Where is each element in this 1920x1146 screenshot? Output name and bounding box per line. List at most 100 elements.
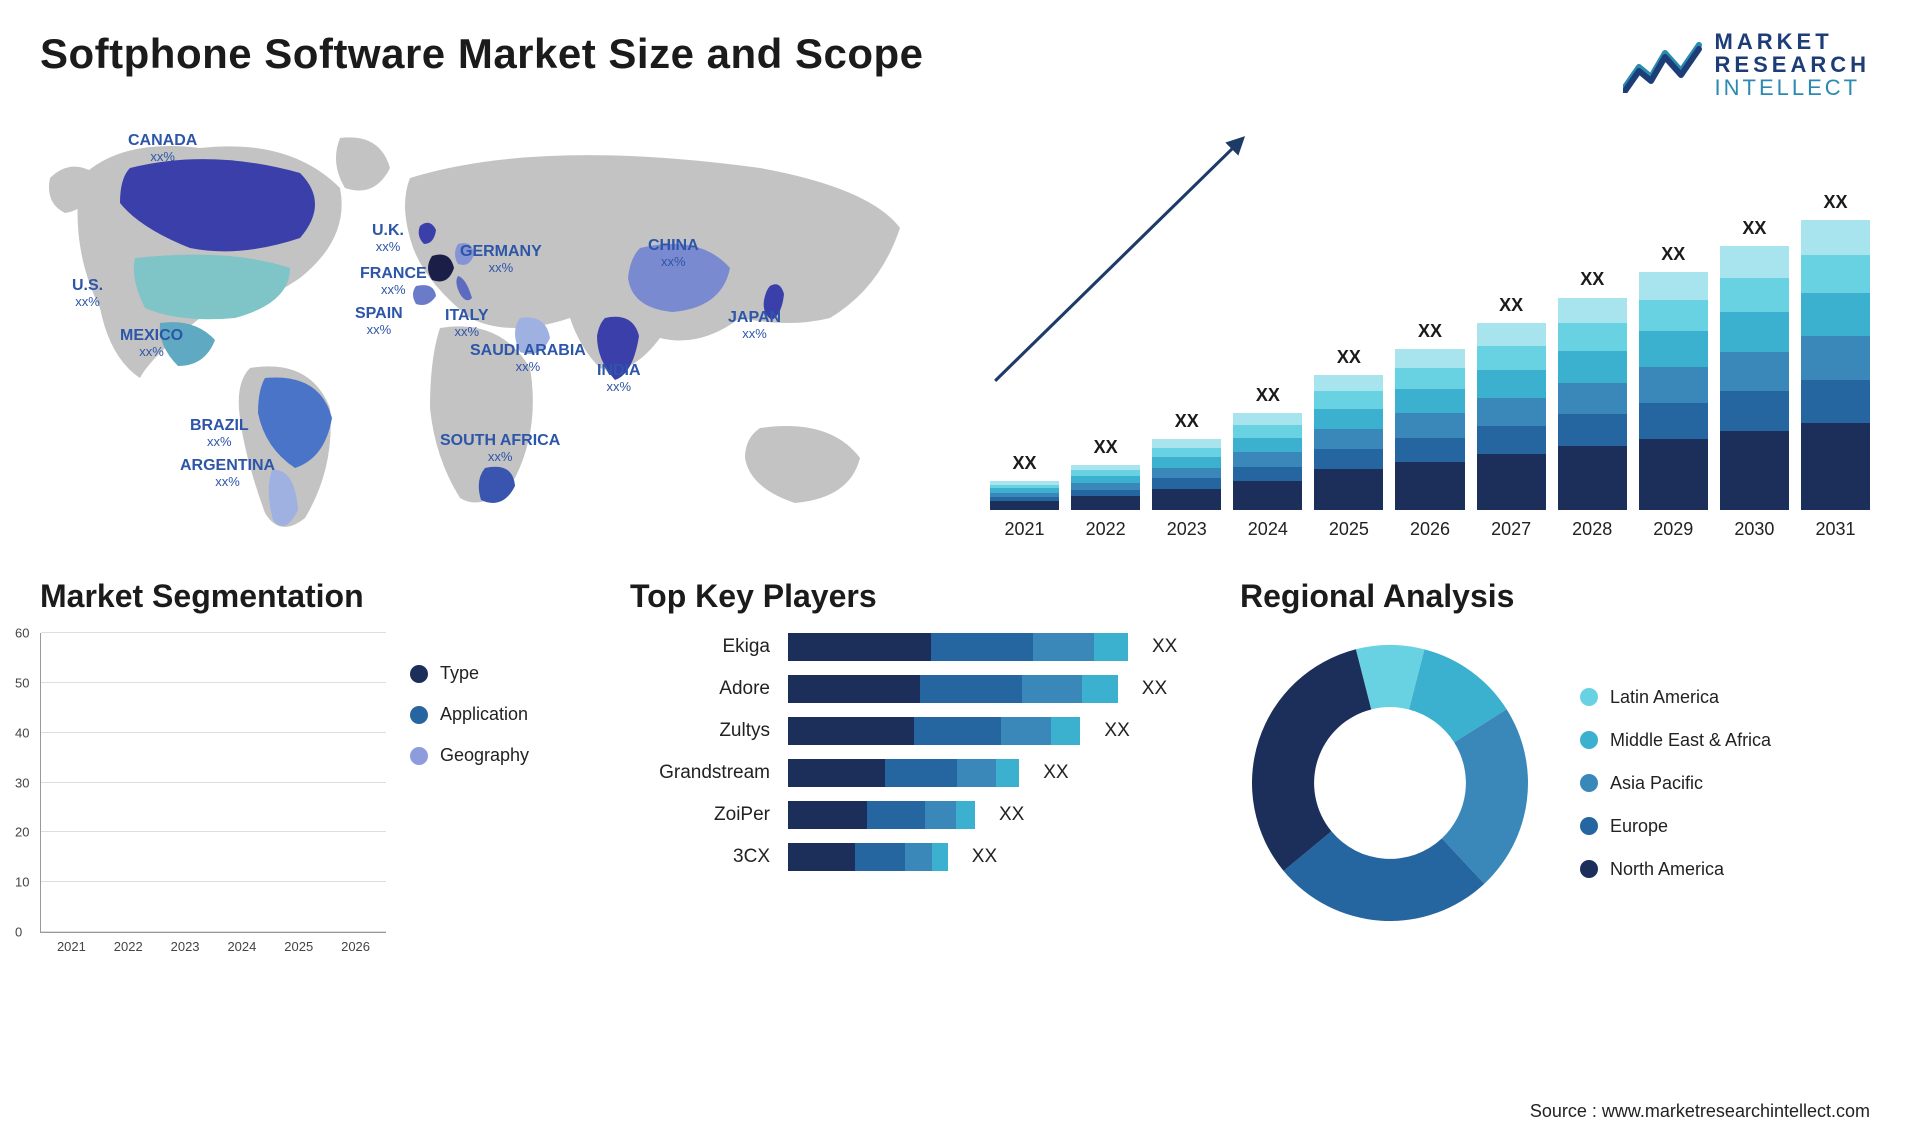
map-label-south-africa: SOUTH AFRICAxx% xyxy=(440,433,560,463)
donut-slice xyxy=(1252,649,1371,871)
growth-bar-value: XX xyxy=(990,453,1059,474)
growth-bar-value: XX xyxy=(1477,295,1546,316)
growth-bar-2028: XX xyxy=(1558,297,1627,510)
map-label-brazil: BRAZILxx% xyxy=(190,418,249,448)
key-player-name: 3CX xyxy=(630,846,770,868)
regional-title: Regional Analysis xyxy=(1240,578,1880,615)
seg-ytick: 20 xyxy=(15,825,29,840)
growth-bar-chart: XXXXXXXXXXXXXXXXXXXXXX 20212022202320242… xyxy=(980,118,1880,548)
seg-year-label: 2024 xyxy=(217,939,266,954)
key-player-row: ZoiPer XX xyxy=(630,801,1190,829)
regional-legend-item: Asia Pacific xyxy=(1580,773,1771,794)
map-label-u-s-: U.S.xx% xyxy=(72,278,103,308)
key-player-row: Zultys XX xyxy=(630,717,1190,745)
growth-bar-value: XX xyxy=(1071,437,1140,458)
key-player-name: Adore xyxy=(630,678,770,700)
map-label-italy: ITALYxx% xyxy=(445,308,489,338)
growth-bar-value: XX xyxy=(1558,269,1627,290)
growth-bar-2029: XX xyxy=(1639,272,1708,510)
map-label-mexico: MEXICOxx% xyxy=(120,328,183,358)
seg-year-label: 2025 xyxy=(274,939,323,954)
growth-year-label: 2021 xyxy=(990,519,1059,540)
growth-bar-value: XX xyxy=(1233,385,1302,406)
key-player-name: Zultys xyxy=(630,720,770,742)
map-label-canada: CANADAxx% xyxy=(128,133,197,163)
key-player-value: XX xyxy=(1104,720,1129,742)
seg-legend-item: Application xyxy=(410,704,580,725)
key-player-bar xyxy=(788,759,1019,787)
segmentation-panel: Market Segmentation 20212022202320242025… xyxy=(40,578,580,933)
map-label-argentina: ARGENTINAxx% xyxy=(180,458,275,488)
page-title: Softphone Software Market Size and Scope xyxy=(40,30,1880,78)
growth-bar-value: XX xyxy=(1639,244,1708,265)
segmentation-title: Market Segmentation xyxy=(40,578,580,615)
seg-ytick: 0 xyxy=(15,925,22,940)
growth-year-label: 2031 xyxy=(1801,519,1870,540)
key-players-panel: Top Key Players EkigaXXAdoreXXZultysXXGr… xyxy=(630,578,1190,933)
seg-ytick: 60 xyxy=(15,626,29,641)
growth-year-label: 2027 xyxy=(1477,519,1546,540)
growth-bar-2021: XX xyxy=(990,481,1059,510)
logo-text-1: MARKET xyxy=(1715,30,1870,53)
key-player-bar xyxy=(788,801,975,829)
seg-legend-item: Geography xyxy=(410,745,580,766)
regional-legend: Latin America Middle East & Africa Asia Pa… xyxy=(1580,687,1771,880)
map-label-germany: GERMANYxx% xyxy=(460,244,542,274)
key-player-name: Ekiga xyxy=(630,636,770,658)
growth-bar-value: XX xyxy=(1152,411,1221,432)
growth-bar-2022: XX xyxy=(1071,465,1140,510)
growth-bar-2026: XX xyxy=(1395,349,1464,510)
growth-year-label: 2022 xyxy=(1071,519,1140,540)
key-player-row: Ekiga XX xyxy=(630,633,1190,661)
segmentation-bar-chart: 202120222023202420252026 0102030405060 xyxy=(40,633,386,933)
map-label-spain: SPAINxx% xyxy=(355,306,403,336)
seg-year-label: 2026 xyxy=(331,939,380,954)
map-label-japan: JAPANxx% xyxy=(728,310,781,340)
growth-bar-value: XX xyxy=(1801,192,1870,213)
key-player-row: Grandstream XX xyxy=(630,759,1190,787)
map-label-india: INDIAxx% xyxy=(597,363,641,393)
world-map-panel: CANADAxx% U.S.xx% MEXICOxx% BRAZILxx% ARGENT… xyxy=(40,118,940,548)
key-player-value: XX xyxy=(999,804,1024,826)
segmentation-legend: Type Application Geography xyxy=(410,633,580,933)
growth-year-label: 2025 xyxy=(1314,519,1383,540)
regional-legend-item: North America xyxy=(1580,859,1771,880)
seg-legend-item: Type xyxy=(410,663,580,684)
key-player-name: ZoiPer xyxy=(630,804,770,826)
regional-legend-item: Latin America xyxy=(1580,687,1771,708)
regional-legend-item: Europe xyxy=(1580,816,1771,837)
seg-ytick: 50 xyxy=(15,675,29,690)
seg-ytick: 10 xyxy=(15,875,29,890)
seg-year-label: 2021 xyxy=(47,939,96,954)
growth-year-label: 2023 xyxy=(1152,519,1221,540)
growth-bar-2023: XX xyxy=(1152,439,1221,510)
growth-bar-2030: XX xyxy=(1720,246,1789,510)
growth-year-label: 2029 xyxy=(1639,519,1708,540)
regional-panel: Regional Analysis Latin America Middle Ea… xyxy=(1240,578,1880,933)
brand-logo: MARKET RESEARCH INTELLECT xyxy=(1623,30,1870,99)
seg-year-label: 2022 xyxy=(104,939,153,954)
growth-year-label: 2024 xyxy=(1233,519,1302,540)
map-label-saudi-arabia: SAUDI ARABIAxx% xyxy=(470,343,586,373)
regional-legend-item: Middle East & Africa xyxy=(1580,730,1771,751)
key-player-value: XX xyxy=(1043,762,1068,784)
seg-year-label: 2023 xyxy=(161,939,210,954)
logo-text-2: RESEARCH xyxy=(1715,53,1870,76)
key-player-value: XX xyxy=(1152,636,1177,658)
growth-bar-2027: XX xyxy=(1477,323,1546,510)
key-player-bar xyxy=(788,717,1080,745)
key-player-bar xyxy=(788,843,948,871)
growth-year-label: 2030 xyxy=(1720,519,1789,540)
key-players-title: Top Key Players xyxy=(630,578,1190,615)
growth-bar-value: XX xyxy=(1720,218,1789,239)
key-player-bar xyxy=(788,675,1118,703)
key-player-bar xyxy=(788,633,1128,661)
logo-text-3: INTELLECT xyxy=(1715,76,1870,99)
map-label-u-k-: U.K.xx% xyxy=(372,223,404,253)
growth-bar-value: XX xyxy=(1395,321,1464,342)
seg-ytick: 30 xyxy=(15,775,29,790)
key-player-value: XX xyxy=(972,846,997,868)
growth-year-label: 2028 xyxy=(1558,519,1627,540)
key-player-name: Grandstream xyxy=(630,762,770,784)
logo-icon xyxy=(1623,37,1703,93)
